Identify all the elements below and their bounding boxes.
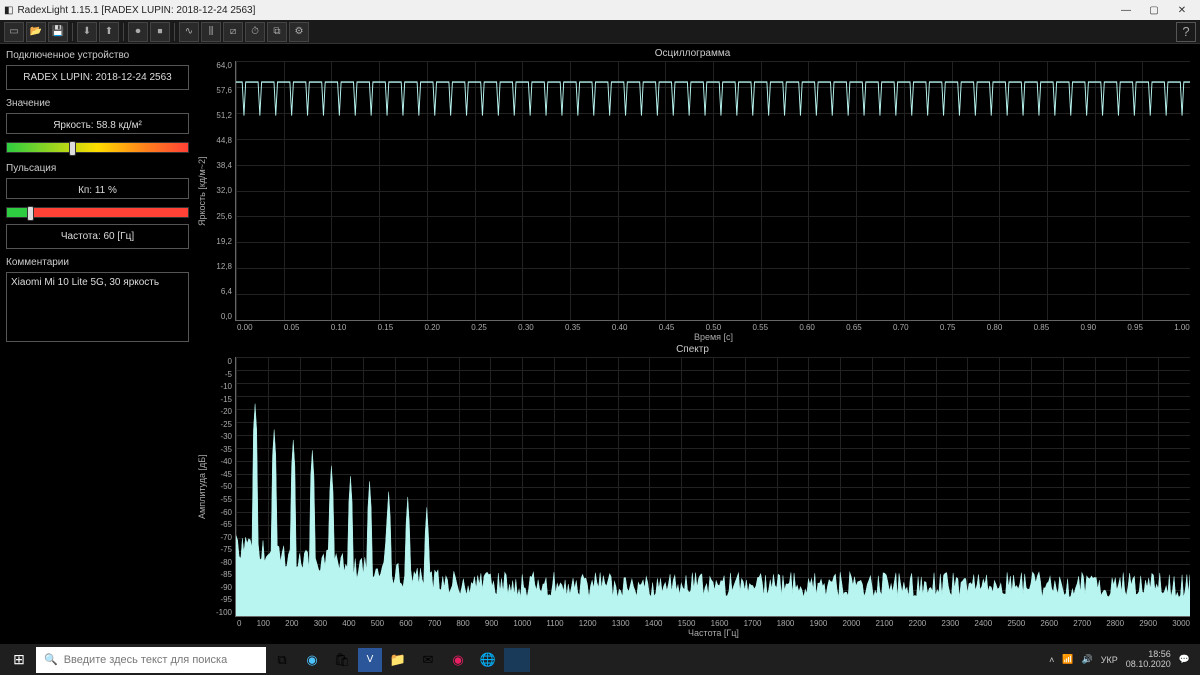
value-header: Значение: [6, 98, 189, 109]
osc-title: Осциллограмма: [195, 48, 1190, 59]
search-input[interactable]: 🔍 Введите здесь текст для поиска: [36, 647, 266, 673]
toolbar-save-icon[interactable]: 💾: [48, 22, 68, 42]
system-tray[interactable]: ˄ 📶 🔊 УКР 18:56 08.10.2020 💬: [1049, 650, 1196, 670]
window-titlebar: ◧ RadexLight 1.15.1 [RADEX LUPIN: 2018-1…: [0, 0, 1200, 20]
spectrum-chart: Спектр Амплитуда [дБ] 0-5-10-15-20-25-30…: [195, 344, 1190, 634]
kp-panel: Кп: 11 %: [6, 178, 189, 199]
toolbar-chart-icon[interactable]: ⧄: [223, 22, 243, 42]
osc-yaxis: 64,057,651,244,838,432,025,619,212,86,40…: [209, 61, 235, 321]
device-name-panel: RADEX LUPIN: 2018-12-24 2563: [6, 65, 189, 90]
kp-bar: [6, 207, 189, 218]
toolbar-download-icon[interactable]: ⬇: [77, 22, 97, 42]
toolbar-timer-icon[interactable]: ⏱: [245, 22, 265, 42]
toolbar-wave-icon[interactable]: ∿: [179, 22, 199, 42]
store-icon[interactable]: 🛍: [328, 646, 356, 674]
tray-volume-icon[interactable]: 🔊: [1082, 654, 1093, 665]
toolbar-bars-icon[interactable]: ⫼: [201, 22, 221, 42]
brightness-marker: [69, 141, 76, 156]
clock-date: 08.10.2020: [1126, 660, 1171, 670]
chrome-icon[interactable]: 🌐: [474, 646, 502, 674]
brightness-bar: [6, 142, 189, 153]
brightness-panel: Яркость: 58.8 кд/м²: [6, 113, 189, 134]
spec-xlabel: Частота [Гц]: [237, 628, 1190, 638]
maximize-button[interactable]: ▢: [1140, 1, 1168, 19]
tray-chevron-icon[interactable]: ˄: [1049, 655, 1054, 665]
sidebar: Подключенное устройство RADEX LUPIN: 201…: [0, 44, 195, 644]
toolbar-new-icon[interactable]: ▭: [4, 22, 24, 42]
osc-plot[interactable]: [235, 61, 1190, 321]
device-header: Подключенное устройство: [6, 50, 189, 61]
help-button[interactable]: ?: [1176, 22, 1196, 42]
search-placeholder: Введите здесь текст для поиска: [64, 654, 228, 666]
spec-xaxis: 0100200300400500600700800900100011001200…: [237, 619, 1190, 628]
toolbar-settings-icon[interactable]: ⚙: [289, 22, 309, 42]
taskbar: ⊞ 🔍 Введите здесь текст для поиска ⧉ ◉ 🛍…: [0, 644, 1200, 675]
oscillogram-chart: Осциллограмма Яркость [кд/м~2] 64,057,65…: [195, 48, 1190, 338]
comments-header: Комментарии: [6, 257, 189, 268]
toolbar: ▭ 📂 💾 ⬇ ⬆ ⏺ ⏹ ∿ ⫼ ⧄ ⏱ ⧉ ⚙ ?: [0, 20, 1200, 44]
close-button[interactable]: ✕: [1168, 1, 1196, 19]
toolbar-record-icon[interactable]: ⏺: [128, 22, 148, 42]
toolbar-upload-icon[interactable]: ⬆: [99, 22, 119, 42]
clock[interactable]: 18:56 08.10.2020: [1126, 650, 1171, 670]
osc-xlabel: Время [с]: [237, 332, 1190, 342]
toolbar-stop-icon[interactable]: ⏹: [150, 22, 170, 42]
viber-icon[interactable]: ◉: [444, 646, 472, 674]
spec-waveform: [236, 357, 1190, 616]
mail-icon[interactable]: ✉: [414, 646, 442, 674]
osc-xaxis: 0.000.050.100.150.200.250.300.350.400.45…: [237, 323, 1190, 332]
start-button[interactable]: ⊞: [4, 646, 34, 674]
window-title: RadexLight 1.15.1 [RADEX LUPIN: 2018-12-…: [17, 5, 255, 16]
freq-panel: Частота: 60 [Гц]: [6, 224, 189, 249]
radexlight-taskbar-icon[interactable]: [504, 648, 530, 672]
task-view-icon[interactable]: ⧉: [268, 646, 296, 674]
spec-yaxis: 0-5-10-15-20-25-30-35-40-45-50-55-60-65-…: [209, 357, 235, 617]
kp-marker: [27, 206, 34, 221]
toolbar-graph-icon[interactable]: ⧉: [267, 22, 287, 42]
kp-value: Кп: 11 %: [13, 185, 182, 196]
pulsation-header: Пульсация: [6, 163, 189, 174]
toolbar-open-icon[interactable]: 📂: [26, 22, 46, 42]
comment-box[interactable]: Xiaomi Mi 10 Lite 5G, 30 яркость: [6, 272, 189, 342]
app-icon: ◧: [4, 5, 13, 16]
edge-icon[interactable]: ◉: [298, 646, 326, 674]
spec-ylabel: Амплитуда [дБ]: [195, 357, 209, 617]
osc-ylabel: Яркость [кд/м~2]: [195, 61, 209, 321]
notifications-icon[interactable]: 💬: [1179, 654, 1190, 665]
search-icon: 🔍: [44, 653, 58, 666]
minimize-button[interactable]: —: [1112, 1, 1140, 19]
app-v-icon[interactable]: V: [358, 648, 382, 672]
brightness-value: Яркость: 58.8 кд/м²: [13, 120, 182, 131]
tray-language[interactable]: УКР: [1101, 655, 1118, 665]
osc-waveform: [236, 61, 1190, 320]
spec-plot[interactable]: [235, 357, 1190, 617]
tray-wifi-icon[interactable]: 📶: [1062, 654, 1073, 665]
spec-title: Спектр: [195, 344, 1190, 355]
explorer-icon[interactable]: 📁: [384, 646, 412, 674]
